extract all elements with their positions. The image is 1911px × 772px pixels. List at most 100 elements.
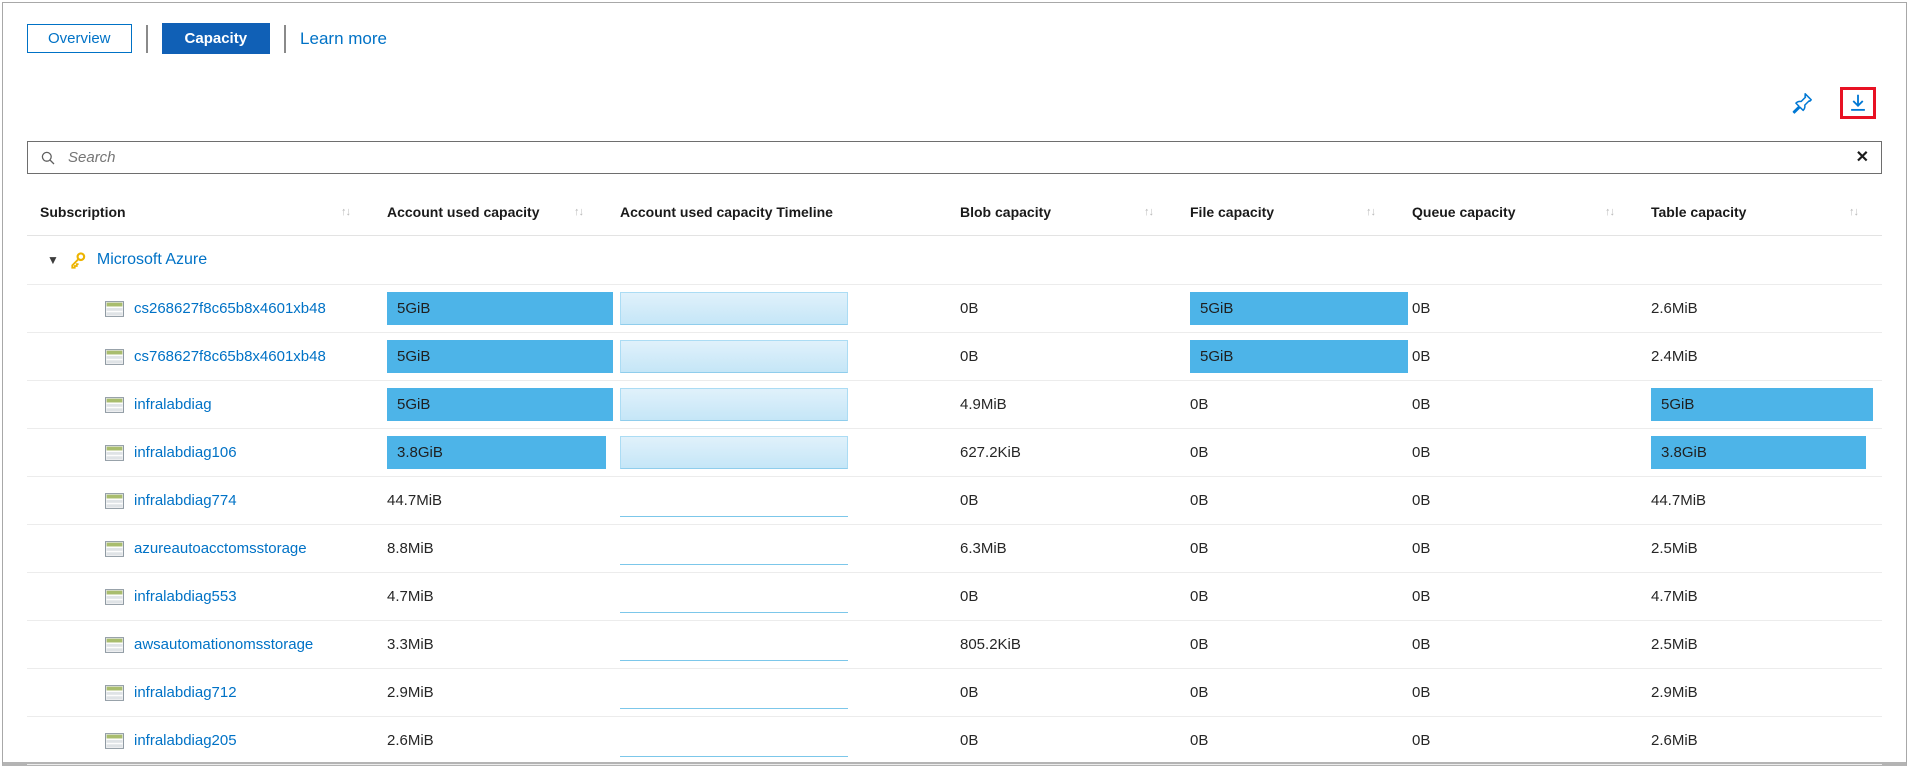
- clear-search-icon[interactable]: ✕: [1855, 148, 1869, 166]
- storage-account-link[interactable]: infralabdiag774: [134, 492, 237, 509]
- table-row: infralabdiag774 44.7MiB 0B 0B 0B 44.7MiB: [27, 477, 1882, 525]
- column-header-subscription[interactable]: Subscription ↑↓: [27, 189, 374, 235]
- queue-capacity-cell: 0B: [1412, 492, 1431, 509]
- overview-button[interactable]: Overview: [27, 24, 132, 53]
- file-capacity-cell: 0B: [1190, 492, 1209, 509]
- storage-account-link[interactable]: infralabdiag205: [134, 732, 237, 749]
- queue-capacity-cell: 0B: [1412, 684, 1431, 701]
- table-capacity-cell: 2.9MiB: [1651, 684, 1698, 701]
- file-capacity-cell: 0B: [1190, 540, 1209, 557]
- column-label: Queue capacity: [1412, 204, 1516, 220]
- storage-account-link[interactable]: azureautoacctomsstorage: [134, 540, 307, 557]
- subscription-cell: infralabdiag712: [27, 684, 374, 701]
- sort-icon: ↑↓: [341, 206, 351, 218]
- table-row: infralabdiag 5GiB 4.9MiB 0B 0B 5GiB: [27, 381, 1882, 429]
- subscription-cell: infralabdiag553: [27, 588, 374, 605]
- timeline-sparkline: [620, 292, 848, 325]
- column-header-account-used-capacity-timeline[interactable]: Account used capacity Timeline: [607, 189, 947, 235]
- sort-icon: ↑↓: [574, 206, 584, 218]
- file-capacity-cell: 5GiB: [1177, 292, 1408, 325]
- table-row: azureautoacctomsstorage 8.8MiB 6.3MiB 0B…: [27, 525, 1882, 573]
- collapse-group-icon[interactable]: ▼: [47, 253, 59, 267]
- subscription-link[interactable]: Microsoft Azure: [96, 251, 208, 268]
- table-capacity-cell: 44.7MiB: [1651, 492, 1707, 509]
- storage-account-link[interactable]: infralabdiag106: [134, 444, 237, 461]
- storage-account-link[interactable]: awsautomationomsstorage: [134, 636, 314, 653]
- storage-account-icon: [105, 732, 124, 749]
- column-header-account-used-capacity[interactable]: Account used capacity ↑↓: [374, 189, 607, 235]
- column-label: File capacity: [1190, 204, 1275, 220]
- column-header-table-capacity[interactable]: Table capacity ↑↓: [1638, 189, 1882, 235]
- search-icon: [40, 150, 56, 166]
- account-used-capacity-cell: 2.6MiB: [387, 732, 434, 749]
- storage-account-icon: [105, 636, 124, 653]
- account-used-capacity-cell: 5GiB: [374, 388, 613, 421]
- blob-capacity-cell: 0B: [960, 732, 979, 749]
- queue-capacity-cell: 0B: [1412, 444, 1431, 461]
- queue-capacity-cell: 0B: [1412, 540, 1431, 557]
- timeline-cell: [607, 340, 947, 373]
- timeline-cell: [607, 724, 947, 757]
- storage-account-icon: [105, 444, 124, 461]
- timeline-sparkline: [620, 484, 848, 517]
- storage-account-link[interactable]: infralabdiag: [134, 396, 212, 413]
- subscription-cell: infralabdiag774: [27, 492, 374, 509]
- timeline-cell: [607, 580, 947, 613]
- file-capacity-cell: 0B: [1190, 684, 1209, 701]
- subscription-group-row: ▼ Microsoft Azure: [27, 236, 1882, 285]
- timeline-cell: [607, 628, 947, 661]
- column-header-file-capacity[interactable]: File capacity ↑↓: [1177, 189, 1399, 235]
- pin-icon[interactable]: [1790, 91, 1814, 115]
- learn-more-link[interactable]: Learn more: [300, 28, 387, 48]
- storage-account-link[interactable]: infralabdiag553: [134, 588, 237, 605]
- queue-capacity-cell: 0B: [1412, 300, 1431, 317]
- subscription-cell: infralabdiag106: [27, 444, 374, 461]
- storage-account-icon: [105, 540, 124, 557]
- storage-account-icon: [105, 348, 124, 365]
- sort-icon: ↑↓: [1366, 206, 1376, 218]
- blob-capacity-cell: 0B: [960, 588, 979, 605]
- blob-capacity-cell: 0B: [960, 348, 979, 365]
- storage-account-link[interactable]: cs268627f8c65b8x4601xb48: [134, 300, 326, 317]
- table-row: awsautomationomsstorage 3.3MiB 805.2KiB …: [27, 621, 1882, 669]
- storage-account-icon: [105, 684, 124, 701]
- capacity-table: Subscription ↑↓ Account used capacity ↑↓…: [27, 189, 1882, 765]
- storage-account-icon: [105, 588, 124, 605]
- column-label: Table capacity: [1651, 204, 1747, 220]
- subscription-cell: cs768627f8c65b8x4601xb48: [27, 348, 374, 365]
- blob-capacity-cell: 805.2KiB: [960, 636, 1021, 653]
- table-row: infralabdiag712 2.9MiB 0B 0B 0B 2.9MiB: [27, 669, 1882, 717]
- timeline-cell: [607, 532, 947, 565]
- account-used-capacity-cell: 4.7MiB: [387, 588, 434, 605]
- key-icon: [69, 251, 87, 269]
- subscription-cell: azureautoacctomsstorage: [27, 540, 374, 557]
- table-body: cs268627f8c65b8x4601xb48 5GiB 0B 5GiB 0B…: [27, 285, 1882, 765]
- timeline-cell: [607, 436, 947, 469]
- timeline-sparkline: [620, 580, 848, 613]
- account-used-capacity-cell: 3.3MiB: [387, 636, 434, 653]
- divider: [145, 24, 148, 53]
- sort-icon: ↑↓: [1144, 206, 1154, 218]
- blob-capacity-cell: 0B: [960, 684, 979, 701]
- column-header-queue-capacity[interactable]: Queue capacity ↑↓: [1399, 189, 1638, 235]
- table-row: cs268627f8c65b8x4601xb48 5GiB 0B 5GiB 0B…: [27, 285, 1882, 333]
- table-capacity-cell: 2.5MiB: [1651, 636, 1698, 653]
- table-capacity-cell: 2.6MiB: [1651, 732, 1698, 749]
- storage-account-icon: [105, 396, 124, 413]
- search-input[interactable]: [66, 148, 1846, 167]
- divider: [284, 24, 287, 53]
- timeline-sparkline: [620, 340, 848, 373]
- subscription-cell: cs268627f8c65b8x4601xb48: [27, 300, 374, 317]
- storage-account-link[interactable]: cs768627f8c65b8x4601xb48: [134, 348, 326, 365]
- download-icon[interactable]: [1840, 87, 1876, 119]
- table-capacity-cell: 3.8GiB: [1638, 436, 1882, 469]
- table-capacity-cell: 4.7MiB: [1651, 588, 1698, 605]
- column-label: Subscription: [40, 204, 126, 220]
- account-used-capacity-cell: 2.9MiB: [387, 684, 434, 701]
- capacity-button[interactable]: Capacity: [161, 23, 271, 54]
- search-bar: ✕: [27, 141, 1882, 174]
- table-capacity-cell: 5GiB: [1638, 388, 1882, 421]
- storage-account-link[interactable]: infralabdiag712: [134, 684, 237, 701]
- column-header-blob-capacity[interactable]: Blob capacity ↑↓: [947, 189, 1177, 235]
